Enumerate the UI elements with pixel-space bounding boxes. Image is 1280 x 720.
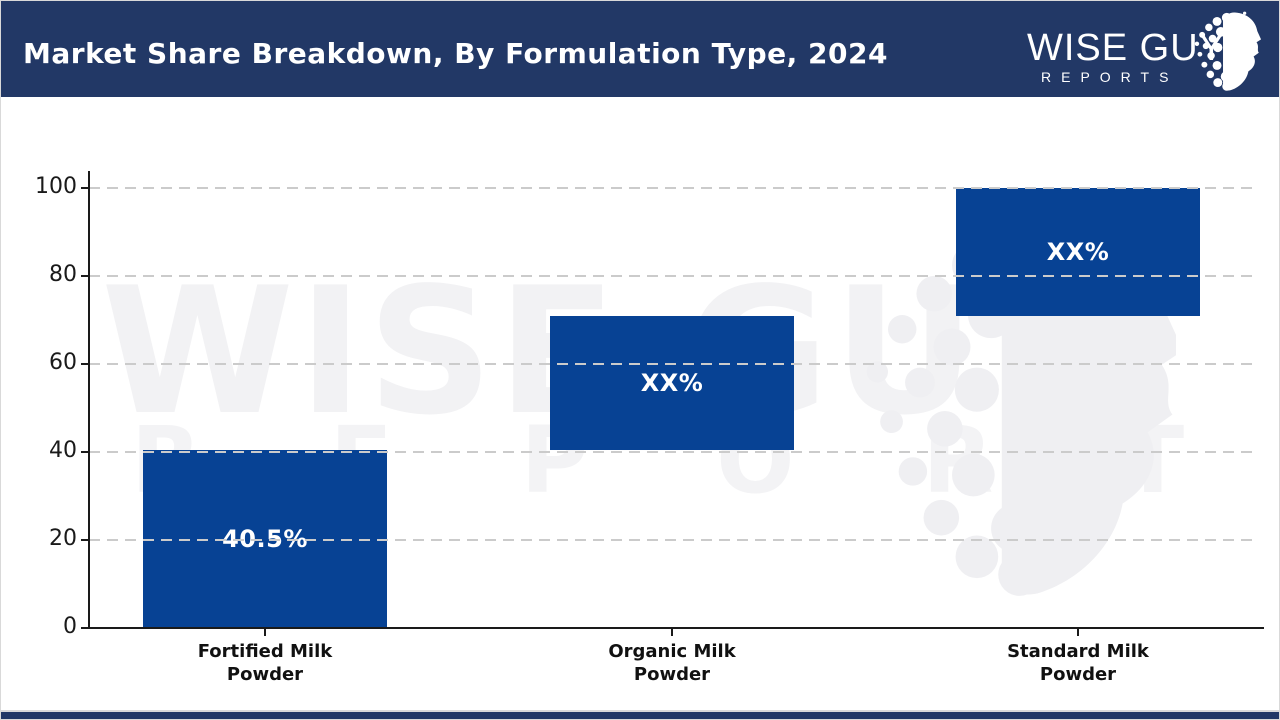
gridline-60	[89, 362, 1259, 365]
header-band: Market Share Breakdown, By Formulation T…	[1, 1, 1279, 97]
y-tick-20	[81, 538, 89, 541]
wiseguy-logo: WISE GUY REPORTS	[1027, 7, 1267, 93]
x-tick-1	[671, 629, 673, 636]
x-category-label-0: Fortified Milk Powder	[197, 641, 333, 685]
x-category-label-2: Standard Milk Powder	[1007, 641, 1149, 685]
gridline-100	[89, 186, 1259, 189]
logo-text-reports: REPORTS	[1041, 69, 1179, 85]
gridline-40	[89, 450, 1259, 453]
bar-value-label: XX%	[1046, 237, 1110, 266]
bar-value-label: 40.5%	[222, 524, 308, 553]
footer-bar	[1, 712, 1279, 719]
dotted-face-profile-icon	[1194, 11, 1262, 91]
logo-text-wiseguy: WISE GUY	[1027, 27, 1226, 69]
page-title: Market Share Breakdown, By Formulation T…	[23, 37, 888, 70]
bar-fortified-milk-powder: 40.5%	[143, 449, 387, 628]
y-tick-label-20: 20	[49, 525, 77, 551]
y-tick-label-100: 100	[35, 173, 77, 199]
gridline-80	[89, 274, 1259, 277]
y-tick-100	[81, 186, 89, 189]
y-axis-line	[88, 171, 90, 629]
y-tick-label-80: 80	[49, 261, 77, 287]
bar-standard-milk-powder: XX%	[956, 187, 1200, 317]
gridline-20	[89, 538, 1259, 541]
x-tick-2	[1077, 629, 1079, 636]
y-tick-80	[81, 274, 89, 277]
footer-divider	[1, 710, 1279, 712]
x-axis-line	[88, 627, 1264, 629]
y-tick-0	[81, 627, 89, 629]
y-tick-60	[81, 362, 89, 365]
y-tick-label-60: 60	[49, 349, 77, 375]
y-tick-40	[81, 450, 89, 453]
x-category-label-1: Organic Milk Powder	[608, 641, 736, 685]
y-tick-label-40: 40	[49, 437, 77, 463]
bar-value-label: XX%	[640, 368, 704, 397]
bar-organic-milk-powder: XX%	[550, 316, 794, 450]
y-tick-label-0: 0	[63, 614, 77, 639]
x-tick-0	[264, 629, 266, 636]
